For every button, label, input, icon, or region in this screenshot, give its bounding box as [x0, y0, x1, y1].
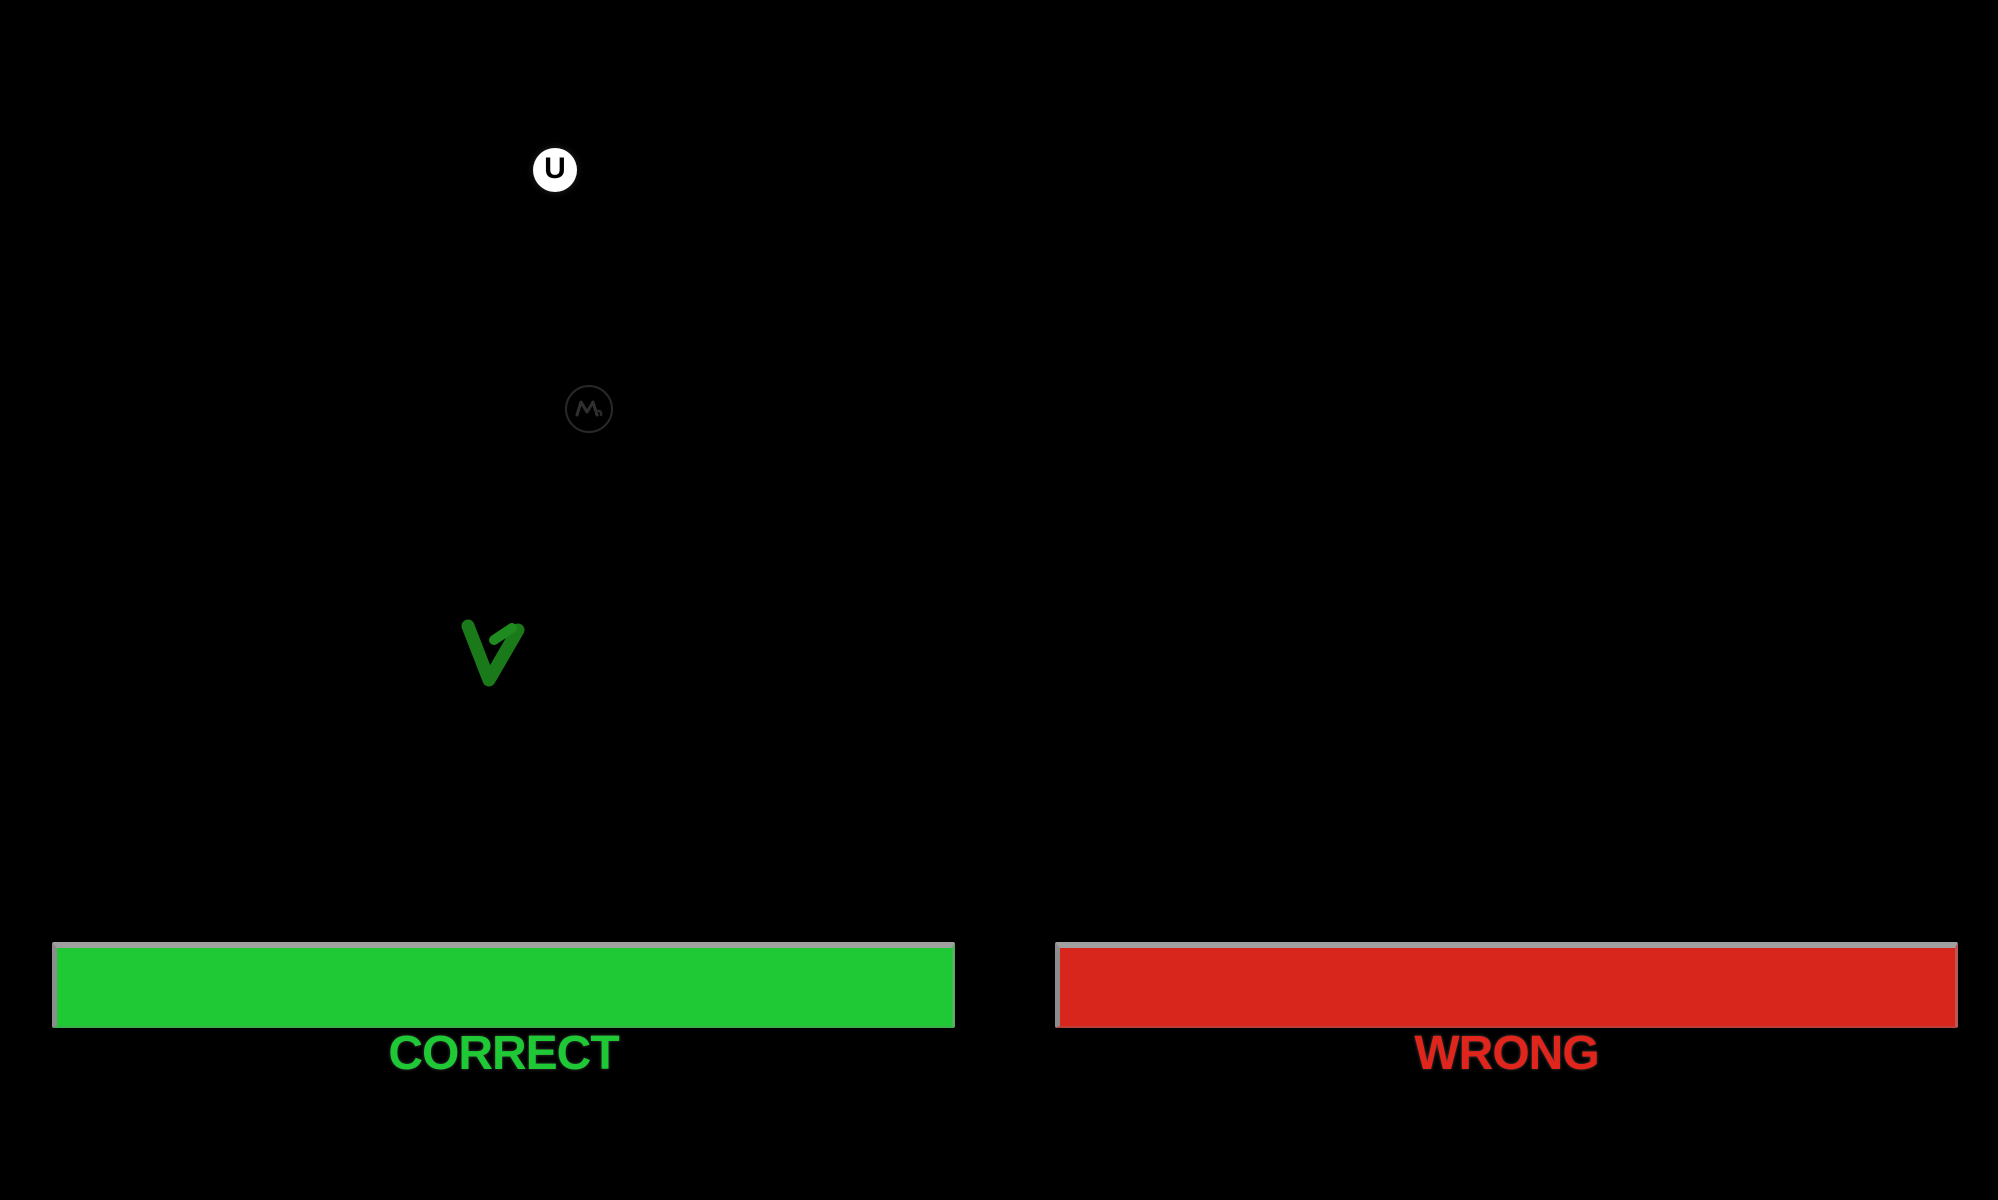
green-check-icon	[460, 618, 526, 688]
dark-circular-emblem-icon	[563, 383, 615, 435]
wrong-progress-bar	[1055, 942, 1958, 1028]
u-circle-icon-letter: U	[544, 152, 566, 185]
correct-label: CORRECT	[388, 1027, 619, 1080]
u-circle-icon: U	[533, 148, 577, 192]
wrong-label: WRONG	[1414, 1027, 1599, 1080]
correct-progress-bar	[52, 942, 955, 1028]
